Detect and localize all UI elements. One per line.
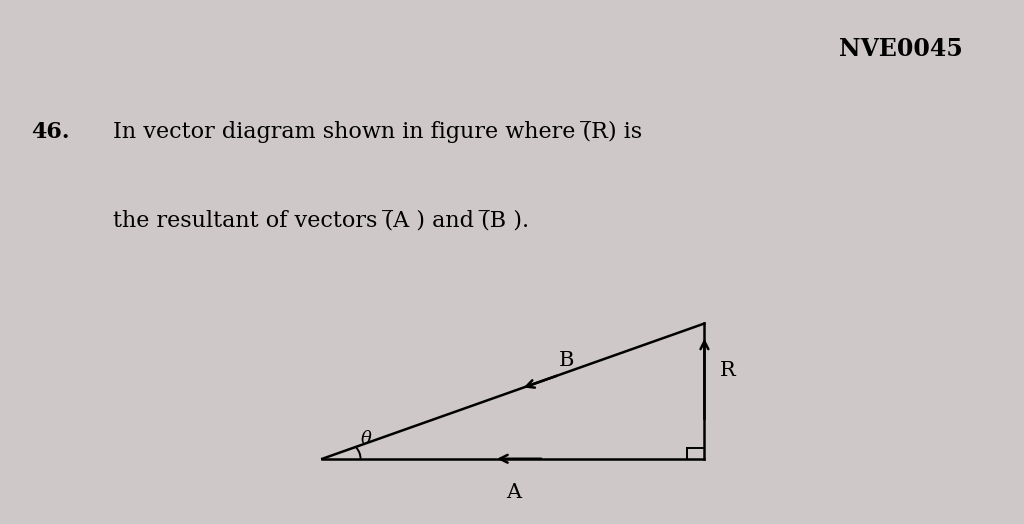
Text: A: A [506,483,521,503]
Text: the resultant of vectors (̅A ) and (̅B ).: the resultant of vectors (̅A ) and (̅B )… [113,210,528,232]
Text: In vector diagram shown in figure where (̅R) is: In vector diagram shown in figure where … [113,121,642,143]
Text: B: B [559,352,574,370]
Text: R: R [720,362,735,380]
Text: θ: θ [360,430,372,447]
Text: NVE0045: NVE0045 [840,37,963,61]
Text: 46.: 46. [31,121,70,143]
